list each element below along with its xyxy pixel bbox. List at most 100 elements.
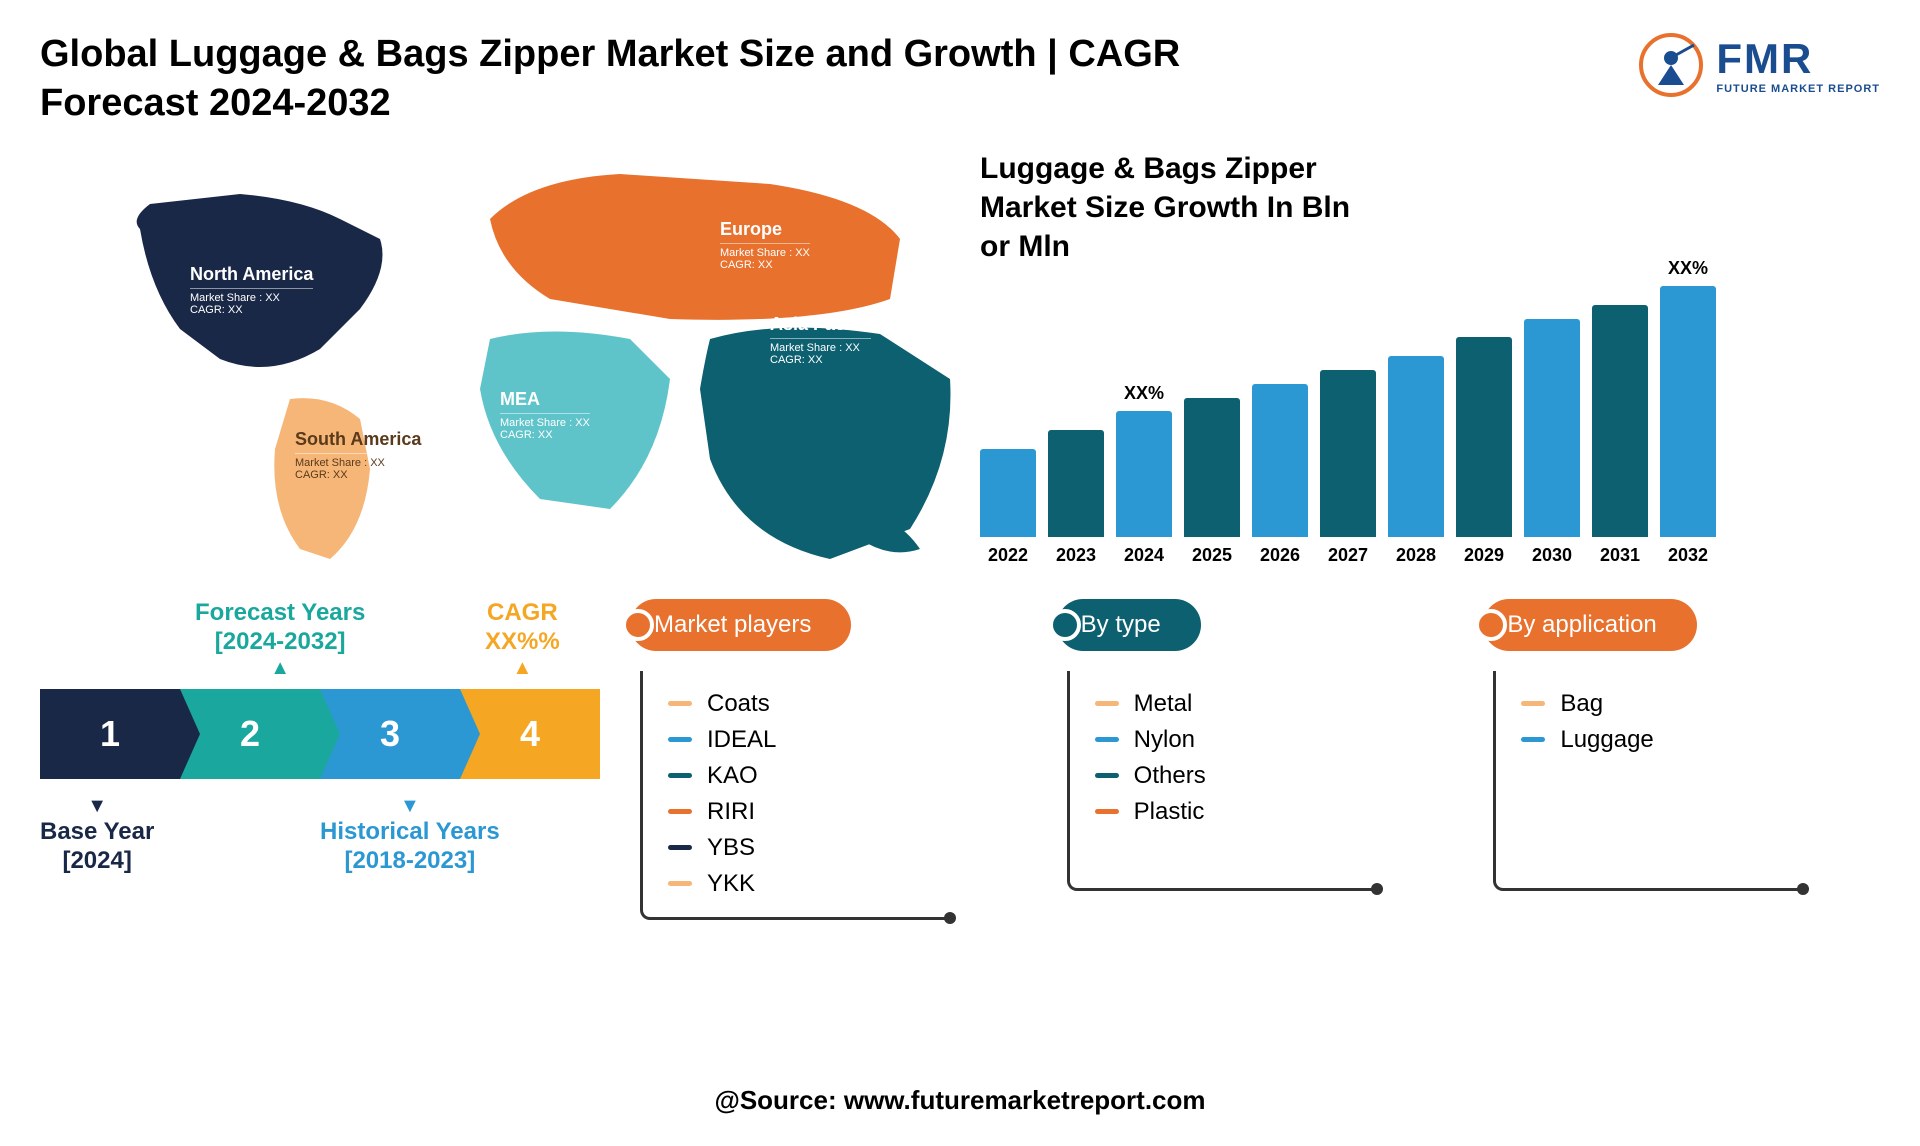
bar-chart: 20222023XX%20242025202620272028202920302…	[980, 286, 1880, 566]
category-item: YBS	[668, 830, 950, 866]
timeline-bottom-label: ▼Base Year[2024]	[40, 794, 154, 876]
bar-wrap: 2026	[1252, 384, 1308, 566]
category-pill: .cat-pill[style*="#e8712e"]::before{back…	[1483, 599, 1696, 651]
bar-chart-section: Luggage & Bags Zipper Market Size Growth…	[980, 149, 1880, 569]
chart-bar	[1320, 370, 1376, 537]
bar-wrap: 2025	[1184, 398, 1240, 566]
bar-year-label: 2030	[1532, 545, 1572, 566]
category-list: Bag Luggage	[1493, 671, 1803, 891]
category-item-label: IDEAL	[707, 726, 776, 754]
bar-wrap: 2022	[980, 449, 1036, 566]
timeline-top-label: Forecast Years[2024-2032]▲	[195, 599, 365, 681]
bullet-icon	[668, 701, 692, 706]
category-pill: .cat-pill[style*="#e8712e"]::before{back…	[630, 599, 851, 651]
category-column: .cat-pill[style*="#0d6070"]::before{back…	[1057, 599, 1454, 920]
category-item: Plastic	[1095, 794, 1377, 830]
bar-wrap: 2023	[1048, 430, 1104, 566]
bar-year-label: 2028	[1396, 545, 1436, 566]
chart-bar	[1048, 430, 1104, 537]
bar-year-label: 2025	[1192, 545, 1232, 566]
bar-wrap: 2031	[1592, 305, 1648, 566]
category-item: IDEAL	[668, 722, 950, 758]
category-item-label: Nylon	[1134, 726, 1195, 754]
timeline-box: .tl-box:nth-child(4)::after{border-left:…	[460, 689, 600, 779]
chart-bar	[1660, 286, 1716, 537]
category-column: .cat-pill[style*="#e8712e"]::before{back…	[630, 599, 1027, 920]
bar-annotation: XX%	[1668, 258, 1708, 279]
timeline-box: .tl-box:nth-child(1)::after{border-left:…	[40, 689, 180, 779]
category-list: Metal Nylon Others Plastic	[1067, 671, 1377, 891]
category-item-label: Plastic	[1134, 798, 1205, 826]
bar-year-label: 2026	[1260, 545, 1300, 566]
bar-wrap: 2028	[1388, 356, 1444, 566]
region-label: Asia PacificMarket Share : XXCAGR: XX	[770, 314, 871, 366]
logo-fmr-text: FMR	[1716, 35, 1880, 83]
bullet-icon	[668, 845, 692, 850]
chart-bar	[980, 449, 1036, 537]
bullet-icon	[668, 881, 692, 886]
logo-icon	[1636, 30, 1706, 100]
world-map: North AmericaMarket Share : XXCAGR: XX So…	[40, 149, 940, 569]
bar-year-label: 2029	[1464, 545, 1504, 566]
bar-year-label: 2024	[1124, 545, 1164, 566]
category-item-label: YBS	[707, 834, 755, 862]
bar-wrap: XX%2032	[1660, 286, 1716, 566]
bar-wrap: 2027	[1320, 370, 1376, 566]
category-item-label: Metal	[1134, 690, 1193, 718]
chart-bar	[1184, 398, 1240, 537]
category-item: RIRI	[668, 794, 950, 830]
category-item: Nylon	[1095, 722, 1377, 758]
timeline-box: .tl-box:nth-child(2)::after{border-left:…	[180, 689, 320, 779]
category-item-label: RIRI	[707, 798, 755, 826]
category-pill: .cat-pill[style*="#0d6070"]::before{back…	[1057, 599, 1201, 651]
timeline-section: Forecast Years[2024-2032]▲ CAGRXX%%▲ .tl-b…	[40, 599, 600, 904]
category-item-label: Luggage	[1560, 726, 1653, 754]
bar-year-label: 2022	[988, 545, 1028, 566]
chart-bar	[1592, 305, 1648, 537]
bullet-icon	[668, 737, 692, 742]
category-item-label: Bag	[1560, 690, 1603, 718]
bullet-icon	[1095, 701, 1119, 706]
bullet-icon	[668, 809, 692, 814]
chart-bar	[1456, 337, 1512, 537]
chart-bar	[1252, 384, 1308, 537]
bar-year-label: 2031	[1600, 545, 1640, 566]
bullet-icon	[1095, 809, 1119, 814]
bullet-icon	[668, 773, 692, 778]
category-item: Others	[1095, 758, 1377, 794]
category-item: KAO	[668, 758, 950, 794]
bullet-icon	[1521, 701, 1545, 706]
region-label: South AmericaMarket Share : XXCAGR: XX	[295, 429, 421, 481]
category-item: YKK	[668, 866, 950, 902]
category-list: Coats IDEAL KAO RIRI YBS YKK	[640, 671, 950, 920]
bar-annotation: XX%	[1124, 383, 1164, 404]
logo-sub-text: FUTURE MARKET REPORT	[1716, 83, 1880, 95]
chart-bar	[1388, 356, 1444, 537]
fmr-logo: FMR FUTURE MARKET REPORT	[1636, 30, 1880, 100]
category-column: .cat-pill[style*="#e8712e"]::before{back…	[1483, 599, 1880, 920]
bar-wrap: 2030	[1524, 319, 1580, 566]
source-text: @Source: www.futuremarketreport.com	[714, 1085, 1205, 1116]
chart-bar	[1524, 319, 1580, 537]
chart-bar	[1116, 411, 1172, 536]
bar-year-label: 2027	[1328, 545, 1368, 566]
category-item: Luggage	[1521, 722, 1803, 758]
category-item-label: Coats	[707, 690, 770, 718]
region-label: EuropeMarket Share : XXCAGR: XX	[720, 219, 810, 271]
map-region-europe	[470, 169, 910, 329]
timeline-bottom-label: ▼Historical Years[2018-2023]	[320, 794, 500, 876]
page-title: Global Luggage & Bags Zipper Market Size…	[40, 30, 1340, 129]
region-label: North AmericaMarket Share : XXCAGR: XX	[190, 264, 313, 316]
category-item-label: KAO	[707, 762, 758, 790]
category-item-label: Others	[1134, 762, 1206, 790]
timeline-top-label: CAGRXX%%▲	[485, 599, 560, 681]
bar-wrap: 2029	[1456, 337, 1512, 566]
bar-wrap: XX%2024	[1116, 411, 1172, 565]
chart-title: Luggage & Bags Zipper Market Size Growth…	[980, 149, 1380, 266]
bullet-icon	[1095, 773, 1119, 778]
category-item: Metal	[1095, 686, 1377, 722]
bullet-icon	[1095, 737, 1119, 742]
bar-year-label: 2032	[1668, 545, 1708, 566]
region-label: MEAMarket Share : XXCAGR: XX	[500, 389, 590, 441]
bullet-icon	[1521, 737, 1545, 742]
